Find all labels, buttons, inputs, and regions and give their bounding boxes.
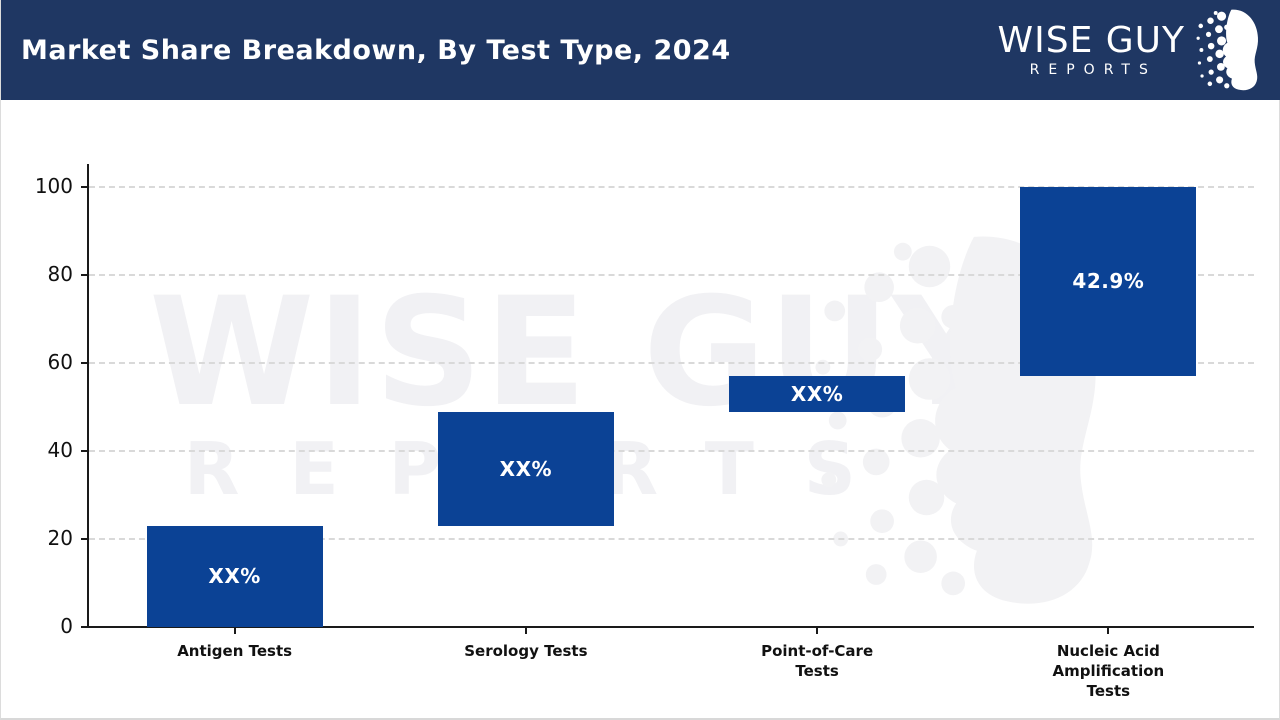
y-axis-line — [87, 164, 89, 628]
bar-value-label: 42.9% — [1072, 269, 1145, 294]
y-tick-label: 60 — [47, 350, 73, 374]
y-tick-label: 20 — [47, 526, 73, 550]
x-axis-tick — [524, 628, 527, 634]
y-tick-label: 80 — [47, 262, 73, 286]
dotted-face-icon — [1191, 7, 1269, 93]
y-axis-tick — [81, 450, 89, 452]
y-axis-tick — [81, 362, 89, 364]
y-axis-tick — [81, 626, 89, 628]
gridline — [89, 274, 1254, 276]
y-axis-tick — [81, 274, 89, 276]
gridline — [89, 450, 1254, 452]
bar-value-label: XX% — [208, 564, 261, 589]
gridline — [89, 362, 1254, 364]
bar-value-label: XX% — [790, 381, 844, 406]
brand-logo-text: WISE GUY REPORTS — [997, 19, 1186, 78]
bar: XX% — [729, 375, 906, 412]
bar: XX% — [437, 411, 614, 526]
header-bar: Market Share Breakdown, By Test Type, 20… — [1, 0, 1280, 100]
y-axis-tick — [81, 186, 89, 188]
x-category-label: Nucleic Acid Amplification Tests — [1052, 642, 1165, 700]
brand-subtitle: REPORTS — [1029, 61, 1157, 78]
y-tick-label: 100 — [34, 174, 73, 198]
brand-name: WISE GUY — [997, 19, 1185, 61]
bar: XX% — [146, 525, 323, 627]
x-category-label: Antigen Tests — [177, 642, 293, 660]
x-category-label: Point-of-Care Tests — [761, 642, 874, 680]
x-axis-tick — [816, 628, 819, 634]
y-axis-tick — [81, 538, 89, 540]
x-category-label: Serology Tests — [464, 642, 588, 660]
page-title: Market Share Breakdown, By Test Type, 20… — [21, 34, 731, 66]
x-axis-tick — [233, 628, 236, 634]
x-axis-line — [87, 626, 1254, 628]
bar-value-label: XX% — [499, 456, 553, 481]
gridline — [89, 186, 1254, 188]
x-axis-tick — [1107, 628, 1110, 634]
y-tick-label: 40 — [47, 438, 73, 462]
bar: 42.9% — [1020, 187, 1197, 376]
brand-logo: WISE GUY REPORTS — [998, 7, 1272, 93]
y-tick-label: 0 — [60, 614, 73, 638]
gridline — [89, 538, 1254, 540]
